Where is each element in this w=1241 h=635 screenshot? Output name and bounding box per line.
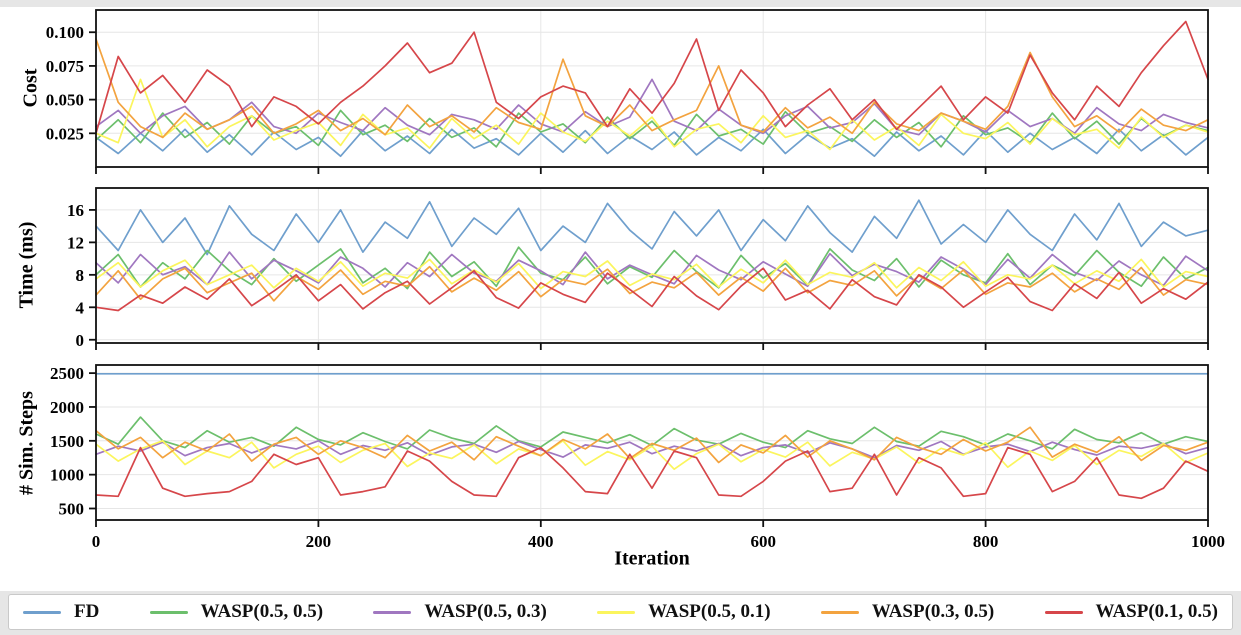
x-tick-label: 1000 <box>1191 532 1225 551</box>
x-tick-label: 0 <box>92 532 101 551</box>
y-tick-label: 0 <box>76 331 85 350</box>
series-line-wasp-0-5-0-3 <box>95 78 1209 136</box>
legend-line-swatch <box>820 610 859 614</box>
legend-line-swatch <box>597 610 636 614</box>
legend-item-wasp-0-5-0-3: WASP(0.5, 0.3) <box>373 601 547 623</box>
series-line-wasp-0-1-0-5 <box>95 446 1209 500</box>
y-tick-label: 8 <box>76 266 85 285</box>
y-tick-label: 2500 <box>50 364 84 383</box>
y-tick-label: 16 <box>67 201 84 220</box>
legend-item-wasp-0-3-0-5: WASP(0.3, 0.5) <box>820 601 995 623</box>
series-line-fd <box>95 199 1209 256</box>
y-tick-label: 4 <box>76 298 85 317</box>
series-line-wasp-0-5-0-5 <box>95 246 1209 290</box>
y-tick-label: 2000 <box>50 398 84 417</box>
time-ms-plot: 0 4 8 12 16 <box>67 187 1209 350</box>
series-line-wasp-0-3-0-5 <box>95 38 1209 139</box>
legend-line-swatch <box>149 610 188 614</box>
legend-item-wasp-0-5-0-1: WASP(0.5, 0.1) <box>597 601 771 623</box>
time-axis-label: Time (ms) <box>15 221 38 309</box>
x-tick-label: 600 <box>750 532 776 551</box>
sim-steps-axis-label: # Sim. Steps <box>15 391 38 495</box>
series-line-wasp-0-5-0-1 <box>95 78 1209 151</box>
legend-label: WASP(0.5, 0.1) <box>648 601 771 622</box>
legend: FD WASP(0.5, 0.5) WASP(0.5, 0.3) WASP(0.5, … <box>8 594 1233 630</box>
legend-item-fd: FD <box>23 601 99 623</box>
series-line-wasp-0-5-0-3 <box>95 439 1209 459</box>
series-line-wasp-0-5-0-1 <box>95 258 1209 290</box>
y-tick-label: 500 <box>59 499 85 518</box>
series-line-fd <box>95 128 1209 158</box>
y-tick-label: 0.050 <box>46 91 84 110</box>
legend-label: WASP(0.5, 0.5) <box>200 601 324 622</box>
legend-item-wasp-0-5-0-5: WASP(0.5, 0.5) <box>149 601 324 623</box>
cost-axis-label: Cost <box>19 68 42 108</box>
legend-line-swatch <box>373 610 412 614</box>
series-line-wasp-0-3-0-5 <box>95 426 1209 464</box>
series-line-wasp-0-1-0-5 <box>95 267 1209 312</box>
x-tick-label: 800 <box>973 532 999 551</box>
plot-spines <box>95 364 1209 521</box>
y-tick-label: 0.100 <box>46 23 84 42</box>
legend-line-swatch <box>23 610 61 614</box>
series-line-wasp-0-1-0-5 <box>95 20 1209 135</box>
series-line-wasp-0-3-0-5 <box>95 265 1209 302</box>
legend-line-swatch <box>1044 610 1083 614</box>
y-tick-label: 0.075 <box>46 57 84 76</box>
iteration-axis-label: Iteration <box>614 547 690 570</box>
y-tick-label: 1500 <box>50 432 84 451</box>
legend-label: WASP(0.1, 0.5) <box>1095 601 1218 622</box>
x-tick-label: 200 <box>306 532 332 551</box>
y-tick-label: 12 <box>67 233 84 252</box>
plot-spines <box>95 187 1209 344</box>
x-tick-label: 400 <box>528 532 554 551</box>
y-tick-label: 1000 <box>50 466 84 485</box>
cost-plot: 0.025 0.050 0.075 0.100 <box>46 9 1209 174</box>
plot-spines <box>95 9 1209 168</box>
sim-steps-plot: 500 1000 1500 2000 2500 0 200 400 600 800 1000 <box>50 364 1225 551</box>
legend-label: FD <box>74 601 100 622</box>
y-tick-label: 0.025 <box>46 124 84 143</box>
legend-label: WASP(0.5, 0.3) <box>424 601 547 622</box>
plots-svg: 0.025 0.050 0.075 0.100 0 4 8 12 16 500 1000 1500 20… <box>46 9 1225 551</box>
legend-label: WASP(0.3, 0.5) <box>871 601 995 622</box>
legend-item-wasp-0-1-0-5: WASP(0.1, 0.5) <box>1044 601 1218 623</box>
series-line-wasp-0-5-0-1 <box>95 439 1209 471</box>
